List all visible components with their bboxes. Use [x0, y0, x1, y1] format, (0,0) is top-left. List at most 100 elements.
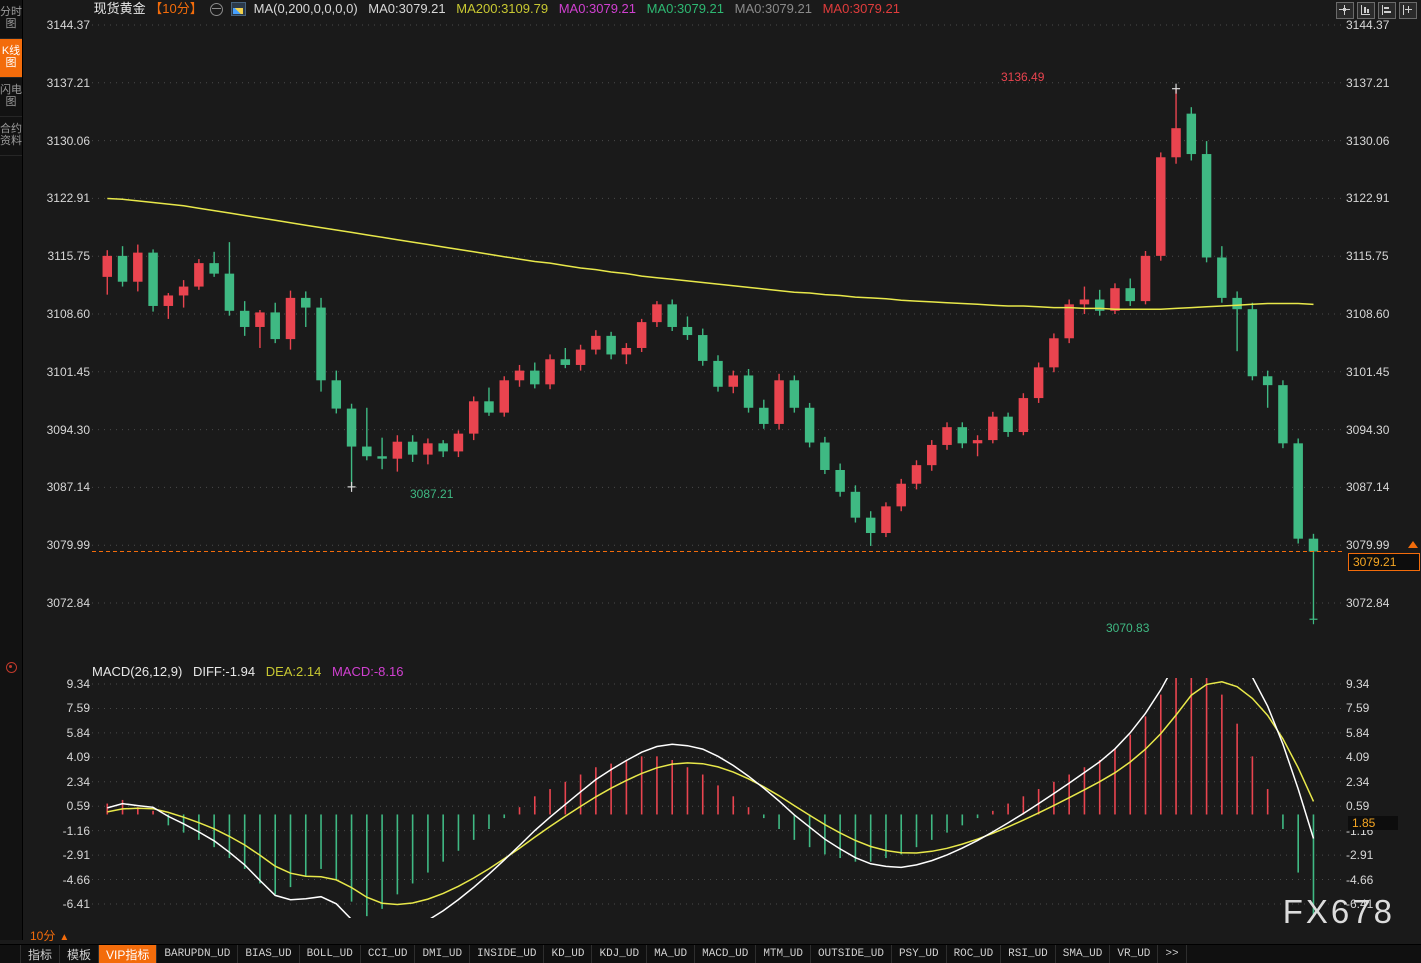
candle: [1079, 286, 1090, 315]
price-axis-tick: 3087.14: [1346, 480, 1390, 495]
macd-axis-tick: -6.41: [1346, 897, 1374, 911]
candle: [804, 402, 815, 448]
price-axis-left: 3144.37 3137.21 3130.06 3122.91 3115.75 3108.…: [28, 0, 90, 640]
toolbar-item-barupdn_ud[interactable]: BARUPDN_UD: [157, 945, 239, 963]
macd-axis-tick: 7.59: [66, 701, 90, 716]
macd-axis-tick: 2.34: [1346, 774, 1370, 789]
candle: [178, 280, 189, 308]
minus-circle-icon[interactable]: [210, 3, 224, 16]
macd-axis-tick: 4.09: [66, 750, 90, 765]
macd-axis-tick: -2.91: [62, 848, 90, 863]
candle: [362, 407, 372, 461]
toolbar-item-mtm_ud[interactable]: MTM_UD: [756, 945, 811, 963]
period-label[interactable]: 【10分】: [149, 1, 203, 16]
candle: [957, 422, 968, 449]
candle: [377, 437, 387, 470]
macd-dea-line: [107, 681, 1315, 906]
candle: [301, 291, 311, 327]
candle: [759, 399, 769, 429]
crosshair-icon[interactable]: [1336, 2, 1354, 19]
macd-chart[interactable]: [92, 678, 1344, 918]
price-axis-right: 3144.37 3137.21 3130.06 3122.91 3115.75 3108.…: [1346, 0, 1416, 640]
candle: [499, 376, 509, 417]
timeframe-text: 10分: [30, 929, 56, 943]
bottom-toolbar: 指标 模板 VIP指标 BARUPDN_UD BIAS_UD BOLL_UD CCI_UD D…: [0, 944, 1421, 963]
ma-value-green: MA0:3079.21: [646, 1, 724, 16]
toolbar-item-macd_ud[interactable]: MACD_UD: [695, 945, 757, 963]
macd-axis-tick: 9.34: [66, 677, 90, 691]
toolbar-item-psy_ud[interactable]: PSY_UD: [892, 945, 947, 963]
price-up-arrow-icon: [1408, 541, 1418, 548]
toolbar-item-outside_ud[interactable]: OUTSIDE_UD: [811, 945, 892, 963]
candle: [774, 373, 784, 430]
candle: [484, 387, 494, 416]
toolbar-item-kdj_ud[interactable]: KDJ_UD: [592, 945, 648, 963]
sidebar-item-kline[interactable]: K线图: [0, 39, 22, 78]
candle: [652, 301, 662, 327]
candlestick-chart[interactable]: [92, 18, 1344, 638]
candle: [468, 396, 479, 441]
toolbar-item-ma_ud[interactable]: MA_UD: [647, 945, 696, 963]
candle: [988, 411, 998, 444]
timeframe-label[interactable]: 10分 ▲: [30, 928, 69, 946]
toolbar-item-sma_ud[interactable]: SMA_UD: [1056, 945, 1111, 963]
candle: [239, 301, 250, 336]
macd-axis-tick: -2.91: [1346, 848, 1374, 863]
axis-left-icon[interactable]: [1357, 2, 1375, 19]
price-axis-tick: 3137.21: [1346, 75, 1390, 90]
candle: [1171, 88, 1181, 164]
toolbar-item-cn0[interactable]: 指标: [21, 945, 61, 963]
ma200-line: [107, 197, 1314, 310]
price-axis-tick: 3072.84: [46, 596, 90, 610]
price-axis-tick: 3137.21: [46, 75, 90, 90]
toolbar-item-kd_ud[interactable]: KD_UD: [544, 945, 593, 963]
toolbar-item-vr_ud[interactable]: VR_UD: [1110, 945, 1159, 963]
watermark: FX678: [1282, 893, 1395, 930]
sidebar-item-contract-info-label: 合约资料: [0, 123, 22, 147]
candle: [1140, 251, 1151, 305]
candle: [148, 249, 158, 312]
toolbar-item-vip[interactable]: VIP指标: [99, 945, 158, 963]
candle: [316, 297, 326, 392]
toolbar-item-rsi_ud[interactable]: RSI_UD: [1001, 945, 1056, 963]
toolbar-item-inside_ud[interactable]: INSIDE_UD: [470, 945, 545, 963]
panel-collapse-icon[interactable]: [1399, 2, 1417, 19]
toolbar-spacer: [0, 945, 21, 963]
toolbar-item-cn20[interactable]: >>: [1158, 945, 1187, 963]
toolbar-item-bias_ud[interactable]: BIAS_UD: [238, 945, 300, 963]
instrument-name: 现货黄金: [93, 1, 146, 16]
indicator-chart-icon[interactable]: [230, 2, 246, 16]
toolbar-item-cci_ud[interactable]: CCI_UD: [361, 945, 416, 963]
price-axis-tick: 3144.37: [46, 18, 90, 32]
extreme-marker: [347, 481, 356, 492]
sidebar-item-timeshare[interactable]: 分时图: [0, 0, 22, 39]
price-axis-tick: 3108.60: [1346, 307, 1390, 321]
sidebar-item-flash-label: 闪电图: [0, 84, 22, 108]
candle: [743, 368, 754, 413]
candle: [1064, 299, 1074, 344]
price-axis-tick: 3094.30: [46, 422, 90, 437]
sidebar-item-flash[interactable]: 闪电图: [0, 78, 22, 117]
candle: [560, 347, 571, 369]
axis-scale-icon[interactable]: [1378, 2, 1396, 19]
candle: [1232, 291, 1242, 352]
candle: [1278, 380, 1288, 449]
candle: [713, 355, 723, 392]
candle: [133, 244, 143, 292]
candle: [1201, 141, 1212, 263]
low-price-marker: 3087.21: [410, 487, 454, 501]
sidebar-item-contract-info[interactable]: 合约资料: [0, 117, 22, 156]
toolbar-item-dmi_ud[interactable]: DMI_UD: [415, 945, 471, 963]
candle: [911, 460, 922, 490]
candle: [392, 435, 403, 472]
toolbar-item-roc_ud[interactable]: ROC_UD: [947, 945, 1002, 963]
toolbar-item-boll_ud[interactable]: BOLL_UD: [300, 945, 361, 963]
current-price-tag: 3079.21: [1348, 553, 1420, 571]
macd-title: MACD(26,12,9): [92, 664, 183, 679]
header-tool-buttons: [1336, 2, 1417, 19]
candle: [927, 440, 937, 471]
macd-dea: DEA:2.14: [265, 664, 322, 679]
macd-axis-tick: -1.16: [62, 823, 90, 838]
toolbar-item-cn1[interactable]: 模板: [60, 945, 100, 963]
price-axis-tick: 3115.75: [47, 249, 91, 264]
